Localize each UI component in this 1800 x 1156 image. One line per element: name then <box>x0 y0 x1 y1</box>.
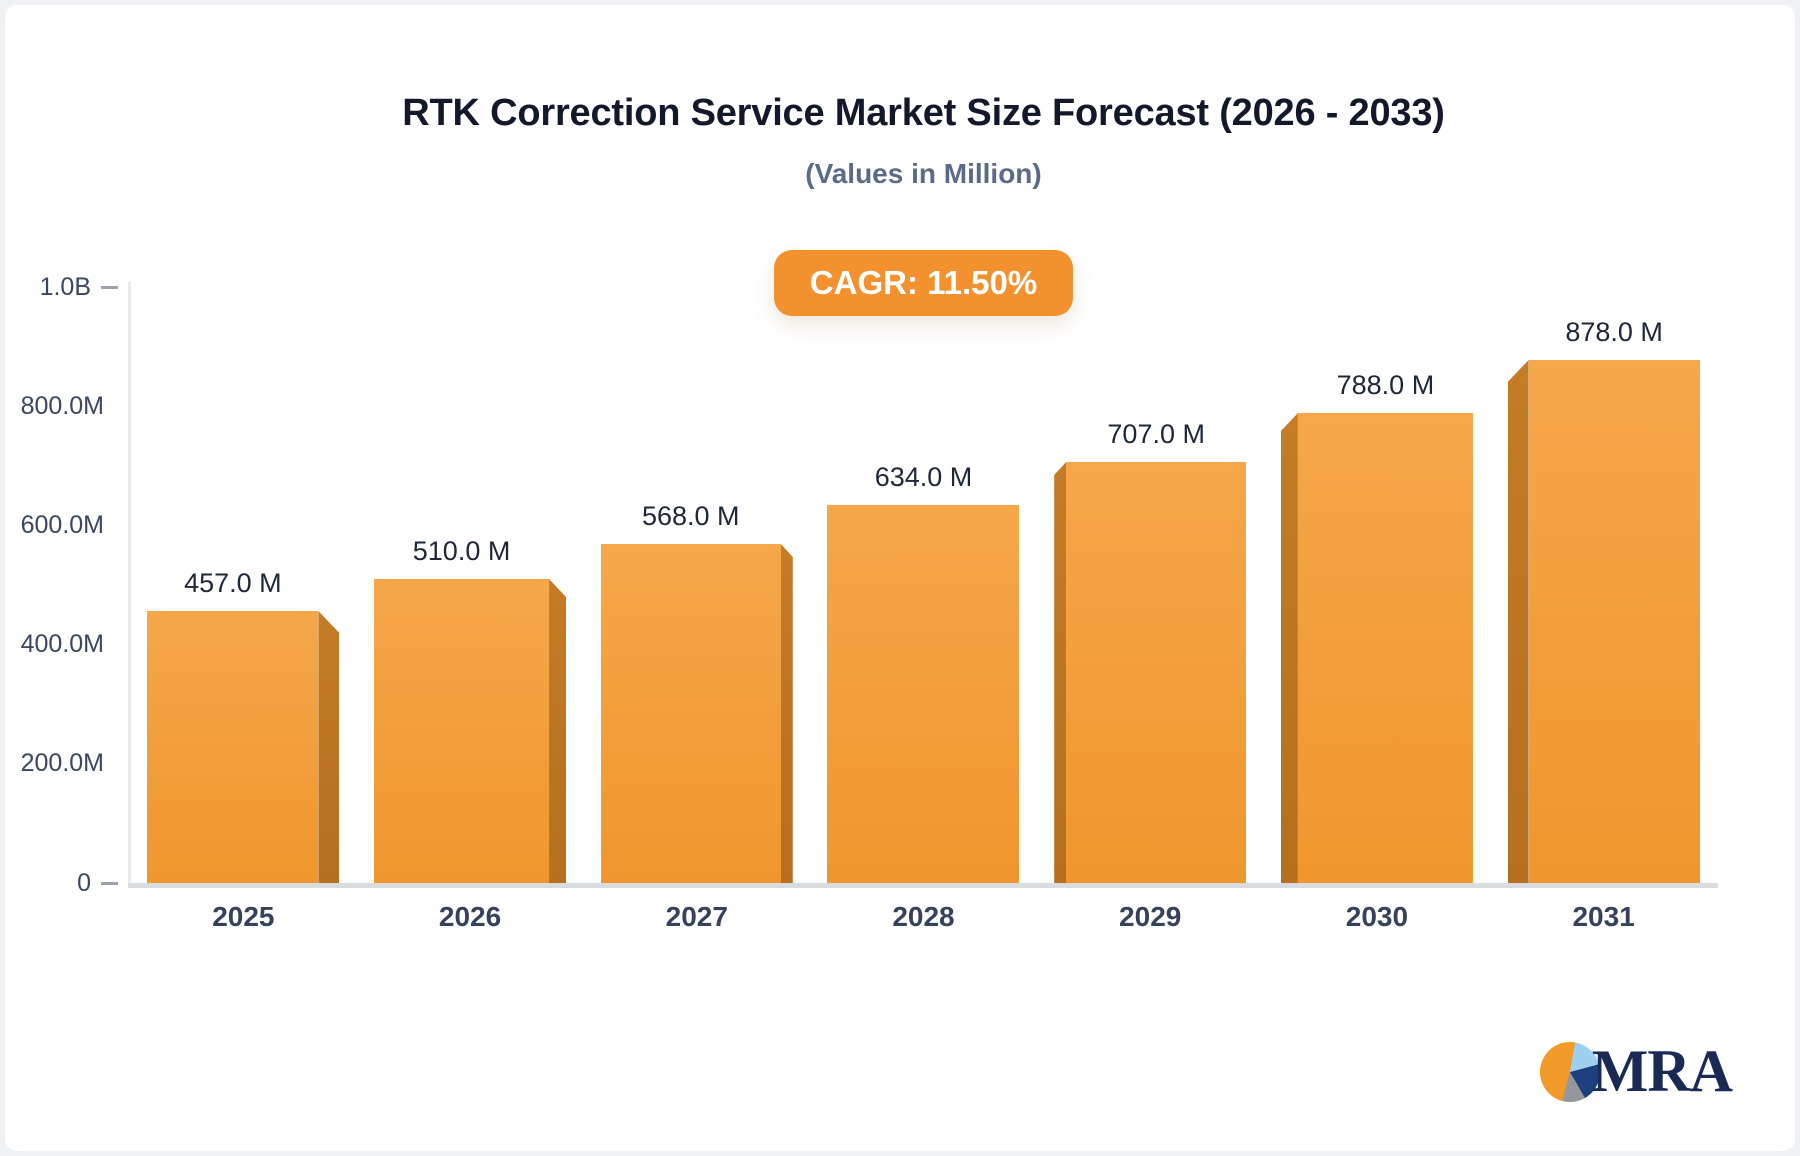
bar-face <box>600 544 781 883</box>
bar-slot-2026: 510.0 M 2026 <box>357 287 584 932</box>
y-tick-mark <box>101 285 118 289</box>
bar-slot-2030: 788.0 M 2030 <box>1264 287 1491 932</box>
y-axis-line <box>128 282 131 883</box>
bar-face <box>1528 360 1700 883</box>
bar-side-3d <box>1507 360 1529 883</box>
bar-2026: 510.0 M <box>374 536 567 883</box>
y-tick-600.0M: 600.0M <box>0 510 118 540</box>
chart-subtitle: (Values in Million) <box>805 158 1042 189</box>
brand-logo: MRA <box>1539 1037 1733 1106</box>
x-axis-label-2030: 2030 <box>1345 901 1409 932</box>
bar-slot-2027: 568.0 M 2027 <box>583 287 810 932</box>
x-axis-label-2025: 2025 <box>212 901 275 932</box>
x-axis-label-2029: 2029 <box>1119 901 1182 932</box>
x-axis-label-2028: 2028 <box>892 901 955 932</box>
bar-value-label: 707.0 M <box>1107 419 1205 449</box>
bar-slot-2028: 634.0 M 2028 <box>810 287 1037 932</box>
y-tick-label: 0 <box>77 868 91 897</box>
y-tick-400.0M: 400.0M <box>0 630 118 660</box>
y-tick-0: 0 <box>0 868 118 898</box>
y-tick-200.0M: 200.0M <box>0 749 118 779</box>
bar-side-3d <box>1280 413 1298 883</box>
y-tick-label: 600.0M <box>20 510 104 539</box>
bar-value-label: 634.0 M <box>874 462 973 492</box>
y-tick-800.0M: 800.0M <box>0 391 118 421</box>
x-axis-label-2031: 2031 <box>1572 901 1635 932</box>
bar-value-label: 878.0 M <box>1565 317 1663 347</box>
y-tick-mark <box>101 881 118 885</box>
bar-value-label: 568.0 M <box>641 501 740 531</box>
cagr-badge-row: CAGR: 11.50% <box>130 250 1717 316</box>
x-axis-label-2027: 2027 <box>665 901 728 932</box>
brand-logo-text: MRA <box>1591 1038 1733 1104</box>
bar-2025: 457.0 M <box>147 568 340 883</box>
y-tick-label: 800.0M <box>20 391 104 420</box>
plot-area: 457.0 M 2025 510.0 M 2026 568.0 M 2027 634.0 M… <box>130 287 1717 932</box>
bar-face <box>1297 413 1473 883</box>
y-tick-label: 1.0B <box>39 272 91 301</box>
bar-value-label: 788.0 M <box>1336 370 1435 400</box>
bar-face <box>374 579 550 883</box>
chart-title: RTK Correction Service Market Size Forec… <box>402 92 1445 134</box>
bar-side-3d <box>549 579 567 883</box>
bar-slot-2025: 457.0 M 2025 <box>130 287 357 932</box>
bar-2031: 878.0 M <box>1507 317 1700 883</box>
bar-face <box>147 611 319 883</box>
x-axis-line <box>128 883 1718 888</box>
bar-2030: 788.0 M <box>1280 370 1473 883</box>
x-axis-label-2026: 2026 <box>438 901 502 932</box>
bar-slot-2031: 878.0 M 2031 <box>1490 287 1717 932</box>
y-tick-label: 200.0M <box>20 749 104 778</box>
y-tick-1.0B: 1.0B <box>0 272 118 302</box>
pie-chart-logo-icon <box>1539 1041 1600 1102</box>
bar-side-3d <box>318 611 340 883</box>
cagr-badge: CAGR: 11.50% <box>773 250 1074 316</box>
bar-value-label: 510.0 M <box>412 536 511 566</box>
bar-face <box>827 505 1020 883</box>
bar-face <box>1066 462 1247 883</box>
bar-2029: 707.0 M <box>1054 419 1247 883</box>
bar-2028: 634.0 M <box>827 462 1020 883</box>
bar-side-3d <box>1054 462 1067 883</box>
bar-slot-2029: 707.0 M 2029 <box>1037 287 1264 932</box>
bar-2027: 568.0 M <box>600 501 793 883</box>
y-tick-label: 400.0M <box>20 630 104 659</box>
bar-value-label: 457.0 M <box>184 568 282 598</box>
bar-side-3d <box>780 544 793 883</box>
